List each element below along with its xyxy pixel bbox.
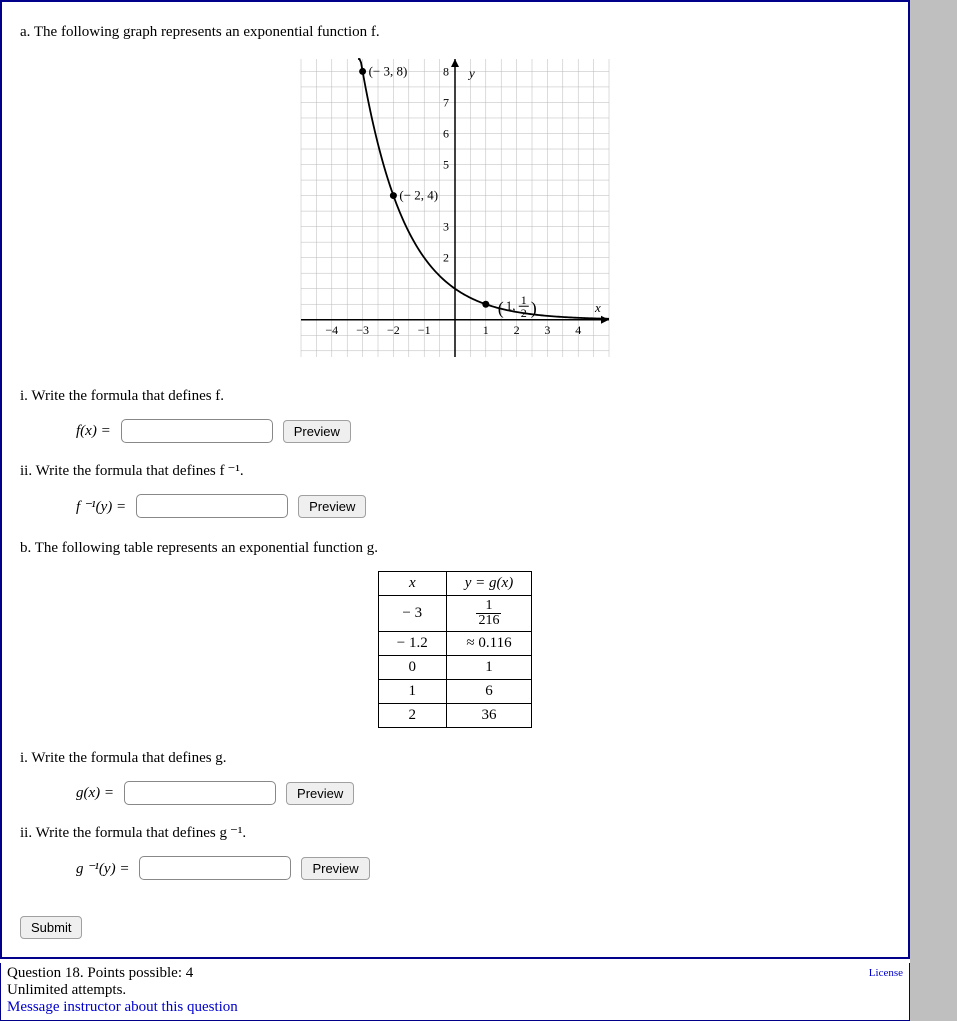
footer-attempts: Unlimited attempts. bbox=[7, 982, 238, 999]
exponential-graph: −4−3−2−11234235678xy(− 3, 8)(− 2, 4)(1,1… bbox=[295, 53, 615, 363]
g-of-x-input[interactable] bbox=[124, 781, 276, 805]
part-b-q2-label: ii. Write the formula that defines g ⁻¹. bbox=[20, 823, 890, 842]
svg-text:5: 5 bbox=[443, 158, 449, 172]
svg-text:(: ( bbox=[498, 298, 504, 319]
table-row: 236 bbox=[378, 704, 531, 728]
part-a-q1-mathlabel: f(x) = bbox=[76, 423, 111, 440]
svg-text:1: 1 bbox=[521, 293, 527, 307]
ginv-of-y-input[interactable] bbox=[139, 856, 291, 880]
svg-text:y: y bbox=[467, 65, 475, 80]
svg-text:2: 2 bbox=[443, 251, 449, 265]
svg-text:−3: −3 bbox=[356, 323, 369, 337]
table-container: xy = g(x)− 31216− 1.2≈ 0.1160116236 bbox=[20, 571, 890, 728]
part-a-q2-label: ii. Write the formula that defines f ⁻¹. bbox=[20, 461, 890, 480]
f-of-x-input[interactable] bbox=[121, 419, 273, 443]
g-function-table: xy = g(x)− 31216− 1.2≈ 0.1160116236 bbox=[378, 571, 532, 728]
part-b-intro: b. The following table represents an exp… bbox=[20, 540, 890, 557]
svg-text:(− 2, 4): (− 2, 4) bbox=[399, 188, 438, 203]
svg-text:1: 1 bbox=[483, 323, 489, 337]
svg-text:3: 3 bbox=[544, 323, 550, 337]
svg-text:4: 4 bbox=[575, 323, 581, 337]
part-a-intro: a. The following graph represents an exp… bbox=[20, 24, 890, 41]
table-row: 01 bbox=[378, 656, 531, 680]
part-b-q2-mathlabel: g ⁻¹(y) = bbox=[76, 859, 129, 878]
preview-button-ginv[interactable]: Preview bbox=[301, 857, 369, 880]
svg-text:6: 6 bbox=[443, 127, 449, 141]
svg-text:(− 3, 8): (− 3, 8) bbox=[369, 63, 408, 78]
license-link[interactable]: License bbox=[869, 965, 903, 979]
table-row: 16 bbox=[378, 680, 531, 704]
question-container: a. The following graph represents an exp… bbox=[0, 0, 910, 959]
svg-text:8: 8 bbox=[443, 64, 449, 78]
preview-button-finv[interactable]: Preview bbox=[298, 495, 366, 518]
table-row: − 1.2≈ 0.116 bbox=[378, 632, 531, 656]
part-b-q1-mathlabel: g(x) = bbox=[76, 785, 114, 802]
message-instructor-link[interactable]: Message instructor about this question bbox=[7, 999, 238, 1016]
part-b-q1-label: i. Write the formula that defines g. bbox=[20, 750, 890, 767]
preview-button-g[interactable]: Preview bbox=[286, 782, 354, 805]
svg-text:2: 2 bbox=[514, 323, 520, 337]
svg-text:7: 7 bbox=[443, 95, 449, 109]
svg-text:−1: −1 bbox=[418, 323, 431, 337]
part-a-q1-label: i. Write the formula that defines f. bbox=[20, 388, 890, 405]
question-footer: Question 18. Points possible: 4 Unlimite… bbox=[0, 963, 910, 1021]
footer-points: Question 18. Points possible: 4 bbox=[7, 965, 238, 982]
submit-button[interactable]: Submit bbox=[20, 916, 82, 939]
svg-text:2: 2 bbox=[521, 306, 527, 320]
svg-text:): ) bbox=[531, 298, 537, 319]
svg-text:−2: −2 bbox=[387, 323, 400, 337]
svg-text:1,: 1, bbox=[506, 298, 516, 313]
finv-of-y-input[interactable] bbox=[136, 494, 288, 518]
svg-text:x: x bbox=[594, 300, 601, 315]
svg-text:3: 3 bbox=[443, 220, 449, 234]
table-row: − 31216 bbox=[378, 596, 531, 632]
svg-text:−4: −4 bbox=[325, 323, 338, 337]
graph-container: −4−3−2−11234235678xy(− 3, 8)(− 2, 4)(1,1… bbox=[20, 53, 890, 368]
part-a-q2-mathlabel: f ⁻¹(y) = bbox=[76, 497, 126, 516]
preview-button-f[interactable]: Preview bbox=[283, 420, 351, 443]
